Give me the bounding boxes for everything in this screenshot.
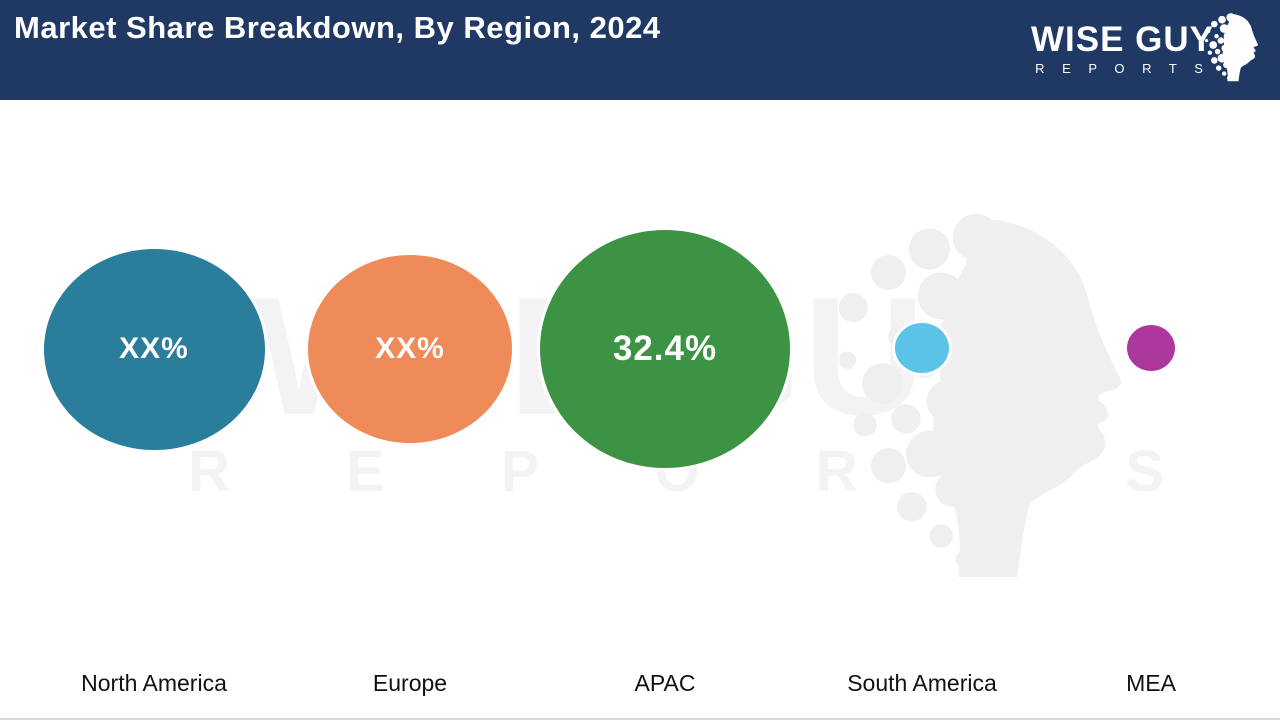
logo-wordmark: WISE GUY <box>1030 20 1214 59</box>
bubble-value-label: XX% <box>119 332 189 365</box>
bubble-apac: 32.4% <box>540 230 790 468</box>
logo-head-icon <box>1200 12 1266 89</box>
chart-area: WISE GUY R E P O R T S XX%XX%32.4% North… <box>0 100 1280 720</box>
category-label-south-america: South America <box>847 670 997 696</box>
bubble-europe: XX% <box>308 255 512 443</box>
bubble-value-label: 32.4% <box>612 329 718 368</box>
category-label-apac: APAC <box>634 670 696 696</box>
logo-subtext: R E P O R T S <box>1035 61 1210 76</box>
category-label-north-america: North America <box>81 670 227 696</box>
logo-text: WISE GUY R E P O R T S <box>1031 20 1214 76</box>
header: Market Share Breakdown, By Region, 2024 … <box>0 0 1280 100</box>
bubble-north-america: XX% <box>43 248 265 450</box>
category-label-europe: Europe <box>372 670 448 696</box>
bubble-south-america <box>895 323 949 373</box>
watermark-head-icon <box>812 208 1164 618</box>
category-label-mea: MEA <box>1126 670 1176 696</box>
wise-guy-logo: WISE GUY R E P O R T S <box>1031 6 1266 94</box>
bottom-rule <box>0 718 1280 720</box>
bubble-value-label: XX% <box>375 332 445 365</box>
page-title: Market Share Breakdown, By Region, 2024 <box>14 10 661 45</box>
bubble-mea <box>1127 325 1175 371</box>
